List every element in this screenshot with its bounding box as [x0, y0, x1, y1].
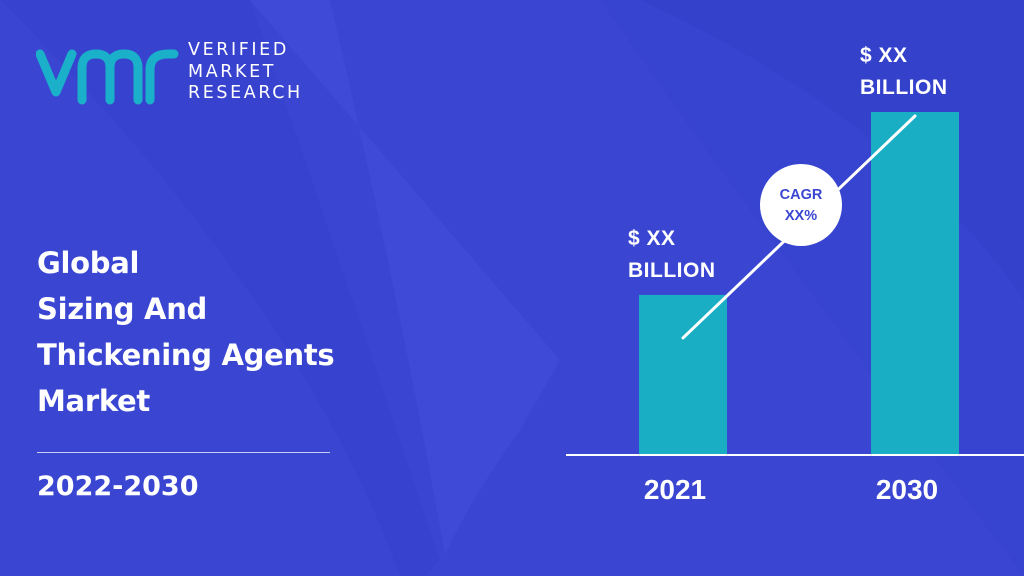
title-line: Market: [37, 384, 150, 418]
cagr-label: XX%: [785, 208, 817, 224]
title-divider: [37, 452, 330, 453]
brand-name-line: VERIFIED: [188, 40, 289, 60]
title-line: Global: [37, 246, 140, 280]
forecast-period: 2022-2030: [37, 471, 199, 502]
report-title: Global Sizing And Thickening Agents Mark…: [37, 240, 335, 424]
x-tick-label: 2021: [644, 474, 706, 505]
data-label: $ XX: [860, 44, 908, 67]
title-line: Sizing And: [37, 292, 207, 326]
title-line: Thickening Agents: [37, 338, 335, 372]
data-label: BILLION: [628, 259, 716, 282]
bar-2021: [639, 294, 727, 454]
vmr-logo-icon: [35, 49, 179, 105]
brand-name-line: MARKET: [188, 61, 277, 82]
x-tick-label: 2030: [876, 474, 938, 505]
bar-2030: [871, 112, 959, 454]
brand-name: VERIFIED MARKET RESEARCH: [188, 40, 303, 105]
cagr-badge: [760, 164, 842, 246]
cagr-label: CAGR: [780, 187, 823, 203]
data-label: BILLION: [860, 76, 948, 99]
brand-name-line: RESEARCH: [188, 83, 303, 103]
data-label: $ XX: [628, 227, 676, 250]
brand-logo: VERIFIED MARKET RESEARCH: [35, 40, 326, 106]
